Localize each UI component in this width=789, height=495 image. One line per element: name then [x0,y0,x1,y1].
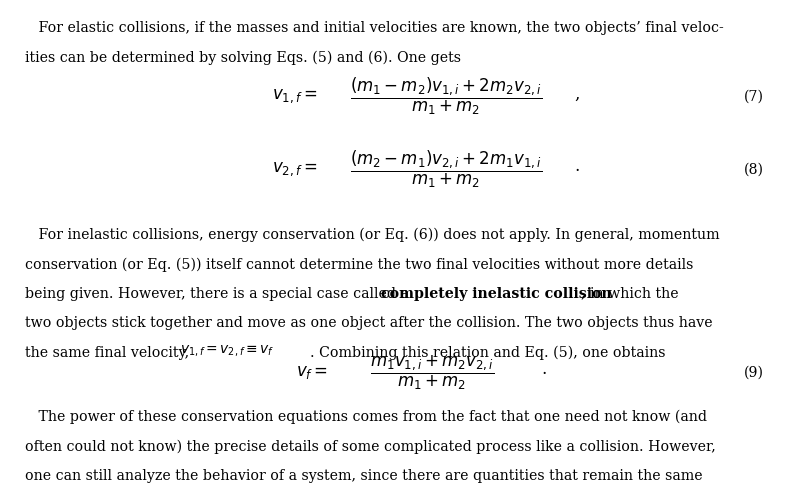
Text: ities can be determined by solving Eqs. (5) and (6). One gets: ities can be determined by solving Eqs. … [25,50,462,65]
Text: (9): (9) [744,365,764,379]
Text: $\dfrac{m_1 v_{1,i} + m_2 v_{2,i}}{m_1 + m_2}$: $\dfrac{m_1 v_{1,i} + m_2 v_{2,i}}{m_1 +… [370,353,495,392]
Text: . Combining this relation and Eq. (5), one obtains: . Combining this relation and Eq. (5), o… [310,346,666,360]
Text: .: . [574,158,580,175]
Text: $\dfrac{(m_1 - m_2)v_{1,i} + 2m_2 v_{2,i}}{m_1 + m_2}$: $\dfrac{(m_1 - m_2)v_{1,i} + 2m_2 v_{2,i… [350,76,542,117]
Text: (7): (7) [744,90,764,103]
Text: one can still analyze the behavior of a system, since there are quantities that : one can still analyze the behavior of a … [25,469,703,483]
Text: .: . [541,361,547,378]
Text: $v_{2,f} =$: $v_{2,f} =$ [272,160,317,178]
Text: $v_{1,f} =$: $v_{1,f} =$ [272,88,317,105]
Text: For inelastic collisions, energy conservation (or Eq. (6)) does not apply. In ge: For inelastic collisions, energy conserv… [25,228,720,242]
Text: $v_{1,f} = v_{2,f} \equiv v_f$: $v_{1,f} = v_{2,f} \equiv v_f$ [180,344,275,358]
Text: $v_f =$: $v_f =$ [296,364,327,381]
Text: The power of these conservation equations comes from the fact that one need not : The power of these conservation equation… [25,410,707,424]
Text: two objects stick together and move as one object after the collision. The two o: two objects stick together and move as o… [25,316,713,330]
Text: the same final velocity,: the same final velocity, [25,346,194,359]
Text: (8): (8) [744,162,764,176]
Text: ,: , [574,86,580,102]
Text: For elastic collisions, if the masses and initial velocities are known, the two : For elastic collisions, if the masses an… [25,21,724,35]
Text: often could not know) the precise details of some complicated process like a col: often could not know) the precise detail… [25,440,716,454]
Text: , in which the: , in which the [581,287,679,300]
Text: conservation (or Eq. (5)) itself cannot determine the two final velocities witho: conservation (or Eq. (5)) itself cannot … [25,257,694,272]
Text: being given. However, there is a special case called a: being given. However, there is a special… [25,287,413,300]
Text: $\dfrac{(m_2 - m_1)v_{2,i} + 2m_1 v_{1,i}}{m_1 + m_2}$: $\dfrac{(m_2 - m_1)v_{2,i} + 2m_1 v_{1,i… [350,148,542,190]
Text: completely inelastic collision: completely inelastic collision [381,287,611,300]
